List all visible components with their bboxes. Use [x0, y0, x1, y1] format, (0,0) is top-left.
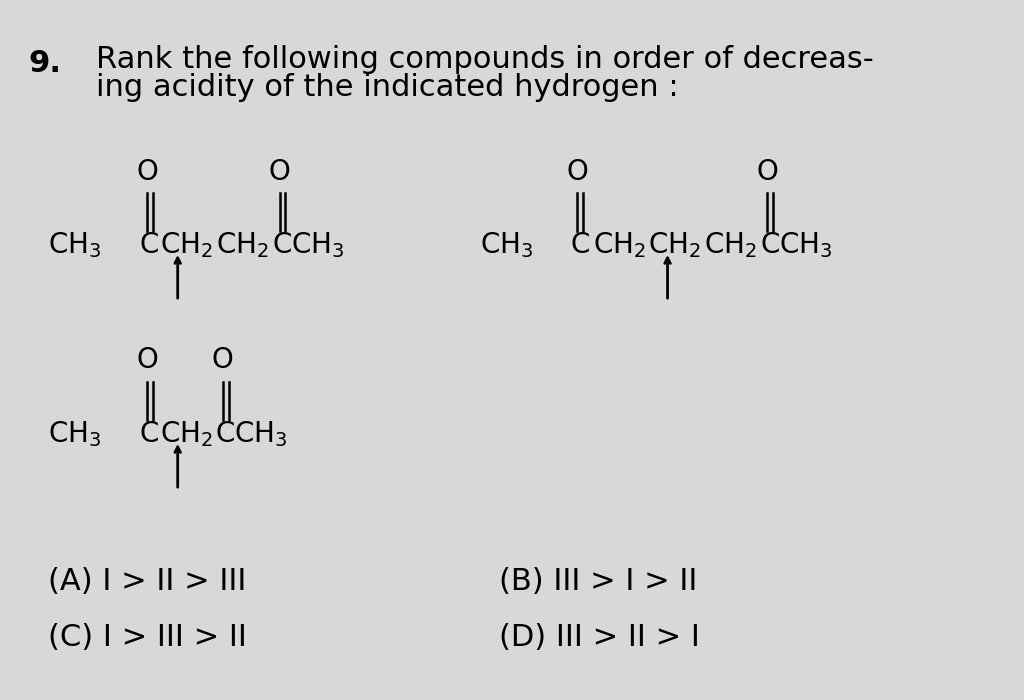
Text: 9.: 9.	[29, 49, 61, 78]
Text: $\mathregular{CH_2}$: $\mathregular{CH_2}$	[648, 230, 701, 260]
Text: O: O	[212, 346, 233, 374]
Text: ing acidity of the indicated hydrogen :: ing acidity of the indicated hydrogen :	[96, 74, 679, 102]
Text: $\mathregular{CH_3}$: $\mathregular{CH_3}$	[234, 419, 288, 449]
Text: $\mathregular{CH_3}$: $\mathregular{CH_3}$	[480, 230, 534, 260]
Text: $\mathregular{C}$: $\mathregular{C}$	[760, 231, 779, 259]
Text: $\mathregular{C}$: $\mathregular{C}$	[215, 420, 234, 448]
Text: $\mathregular{C}$: $\mathregular{C}$	[569, 231, 590, 259]
Text: (D) III > II > I: (D) III > II > I	[500, 622, 700, 652]
Text: O: O	[136, 158, 158, 186]
Text: $\mathregular{C}$: $\mathregular{C}$	[139, 420, 159, 448]
Text: (C) I > III > II: (C) I > III > II	[48, 622, 247, 652]
Text: $\mathregular{CH_3}$: $\mathregular{CH_3}$	[48, 419, 101, 449]
Text: $\mathregular{CH_3}$: $\mathregular{CH_3}$	[291, 230, 344, 260]
Text: (B) III > I > II: (B) III > I > II	[500, 566, 697, 596]
Text: O: O	[566, 158, 588, 186]
Text: $\mathregular{CH_3}$: $\mathregular{CH_3}$	[48, 230, 101, 260]
Text: $\mathregular{CH_3}$: $\mathregular{CH_3}$	[779, 230, 833, 260]
Text: Rank the following compounds in order of decreas-: Rank the following compounds in order of…	[96, 46, 873, 74]
Text: O: O	[136, 346, 158, 374]
Text: $\mathregular{CH_2}$: $\mathregular{CH_2}$	[161, 419, 213, 449]
Text: O: O	[268, 158, 291, 186]
Text: $\mathregular{CH_2}$: $\mathregular{CH_2}$	[216, 230, 269, 260]
Text: $\mathregular{C}$: $\mathregular{C}$	[271, 231, 292, 259]
Text: O: O	[757, 158, 778, 186]
Text: $\mathregular{CH_2}$: $\mathregular{CH_2}$	[161, 230, 213, 260]
Text: $\mathregular{CH_2}$: $\mathregular{CH_2}$	[593, 230, 645, 260]
Text: $\mathregular{CH_2}$: $\mathregular{CH_2}$	[705, 230, 757, 260]
Text: $\mathregular{C}$: $\mathregular{C}$	[139, 231, 159, 259]
Text: (A) I > II > III: (A) I > II > III	[48, 566, 247, 596]
